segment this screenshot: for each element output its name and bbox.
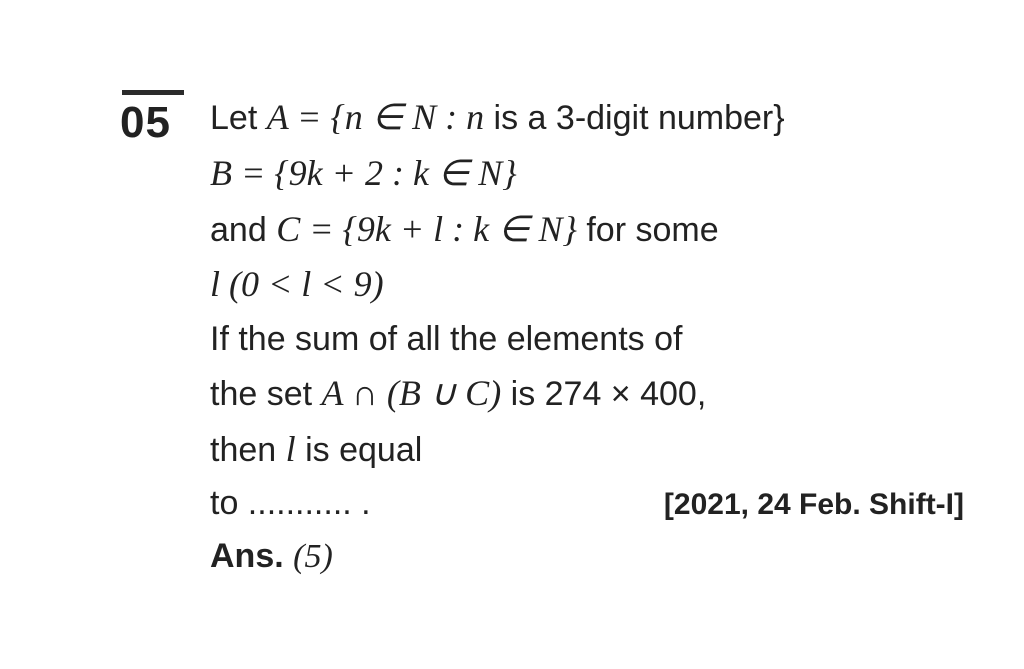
- question-body: Let A = {n ∈ N : n is a 3-digit number} …: [210, 90, 964, 584]
- question-number-block: 05: [120, 90, 210, 145]
- answer-line: Ans. (5): [210, 530, 964, 584]
- line3-math: C = {9k + l : k ∈ N}: [276, 209, 577, 249]
- question-page: 05 Let A = {n ∈ N : n is a 3-digit numbe…: [0, 0, 1024, 624]
- line8-to: to ........... .: [210, 477, 371, 530]
- line6-math: A ∩ (B ∪ C): [322, 373, 502, 413]
- line2-math: B = {9k + 2 : k ∈ N}: [210, 153, 517, 193]
- exam-tag: [2021, 24 Feb. Shift-I]: [664, 482, 964, 529]
- line4-math: l (0 < l < 9): [210, 264, 384, 304]
- line1-prefix: Let: [210, 99, 267, 137]
- question-number-overline: [122, 90, 184, 95]
- answer-value: (5): [293, 538, 333, 575]
- line6-suffix: is 274 × 400,: [501, 375, 706, 413]
- line7-prefix: then: [210, 431, 286, 469]
- line1-suffix: is a 3-digit number}: [484, 99, 785, 137]
- question-line-8: to ........... . [2021, 24 Feb. Shift-I]: [210, 477, 964, 530]
- line7-suffix: is equal: [296, 431, 423, 469]
- question-line-6: the set A ∩ (B ∪ C) is 274 × 400,: [210, 366, 964, 422]
- question-line-7: then l is equal: [210, 422, 964, 478]
- line7-var: l: [286, 429, 296, 469]
- line1-math: A = {n ∈ N : n: [267, 97, 484, 137]
- question-line-3: and C = {9k + l : k ∈ N} for some: [210, 202, 964, 258]
- question-number: 05: [120, 101, 171, 145]
- question-line-4: l (0 < l < 9): [210, 257, 964, 313]
- answer-label: Ans.: [210, 537, 284, 575]
- question-line-1: Let A = {n ∈ N : n is a 3-digit number}: [210, 90, 964, 146]
- line6-prefix: the set: [210, 375, 322, 413]
- line3-prefix: and: [210, 211, 276, 249]
- question-line-5: If the sum of all the elements of: [210, 313, 964, 366]
- line3-suffix: for some: [577, 211, 719, 249]
- question-line-2: B = {9k + 2 : k ∈ N}: [210, 146, 964, 202]
- question-row: 05 Let A = {n ∈ N : n is a 3-digit numbe…: [120, 90, 964, 584]
